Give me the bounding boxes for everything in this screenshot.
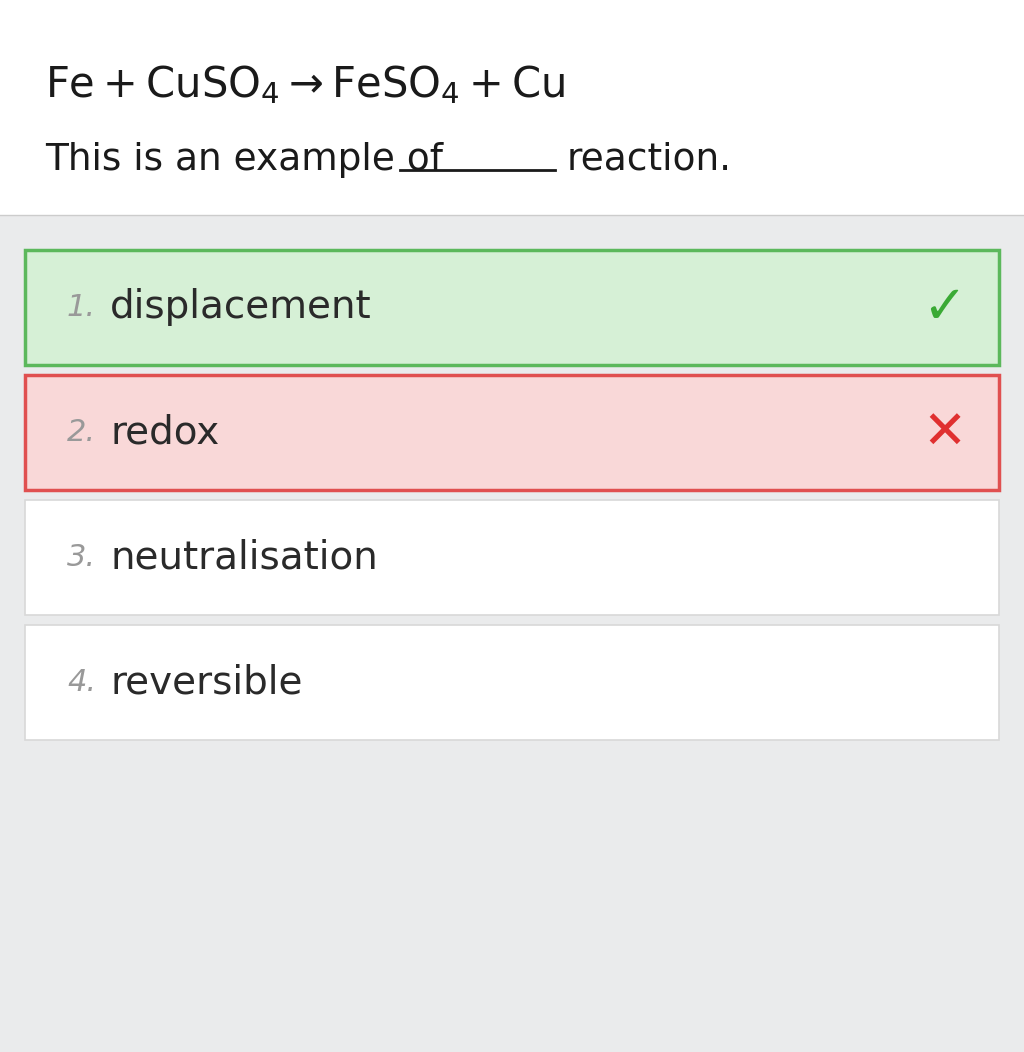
Text: reaction.: reaction. [567,142,732,178]
Text: redox: redox [110,413,219,451]
Bar [0,740,1024,1052]
Text: ✕: ✕ [922,406,966,459]
Bar [25,625,999,740]
Text: This is an example of: This is an example of [45,142,443,178]
Text: 3.: 3. [67,543,96,572]
Bar [25,250,999,365]
Text: reversible: reversible [110,664,302,702]
Text: 1.: 1. [67,294,96,322]
Text: $\mathregular{Fe + CuSO_4 \rightarrow FeSO_4 + Cu}$: $\mathregular{Fe + CuSO_4 \rightarrow Fe… [45,63,565,106]
Text: neutralisation: neutralisation [110,539,378,576]
Text: 4.: 4. [67,668,96,697]
Text: 2.: 2. [67,418,96,447]
Bar [25,375,999,490]
Text: displacement: displacement [110,288,372,326]
Text: ✓: ✓ [922,282,966,333]
Bar [0,0,1024,215]
Bar [25,500,999,615]
